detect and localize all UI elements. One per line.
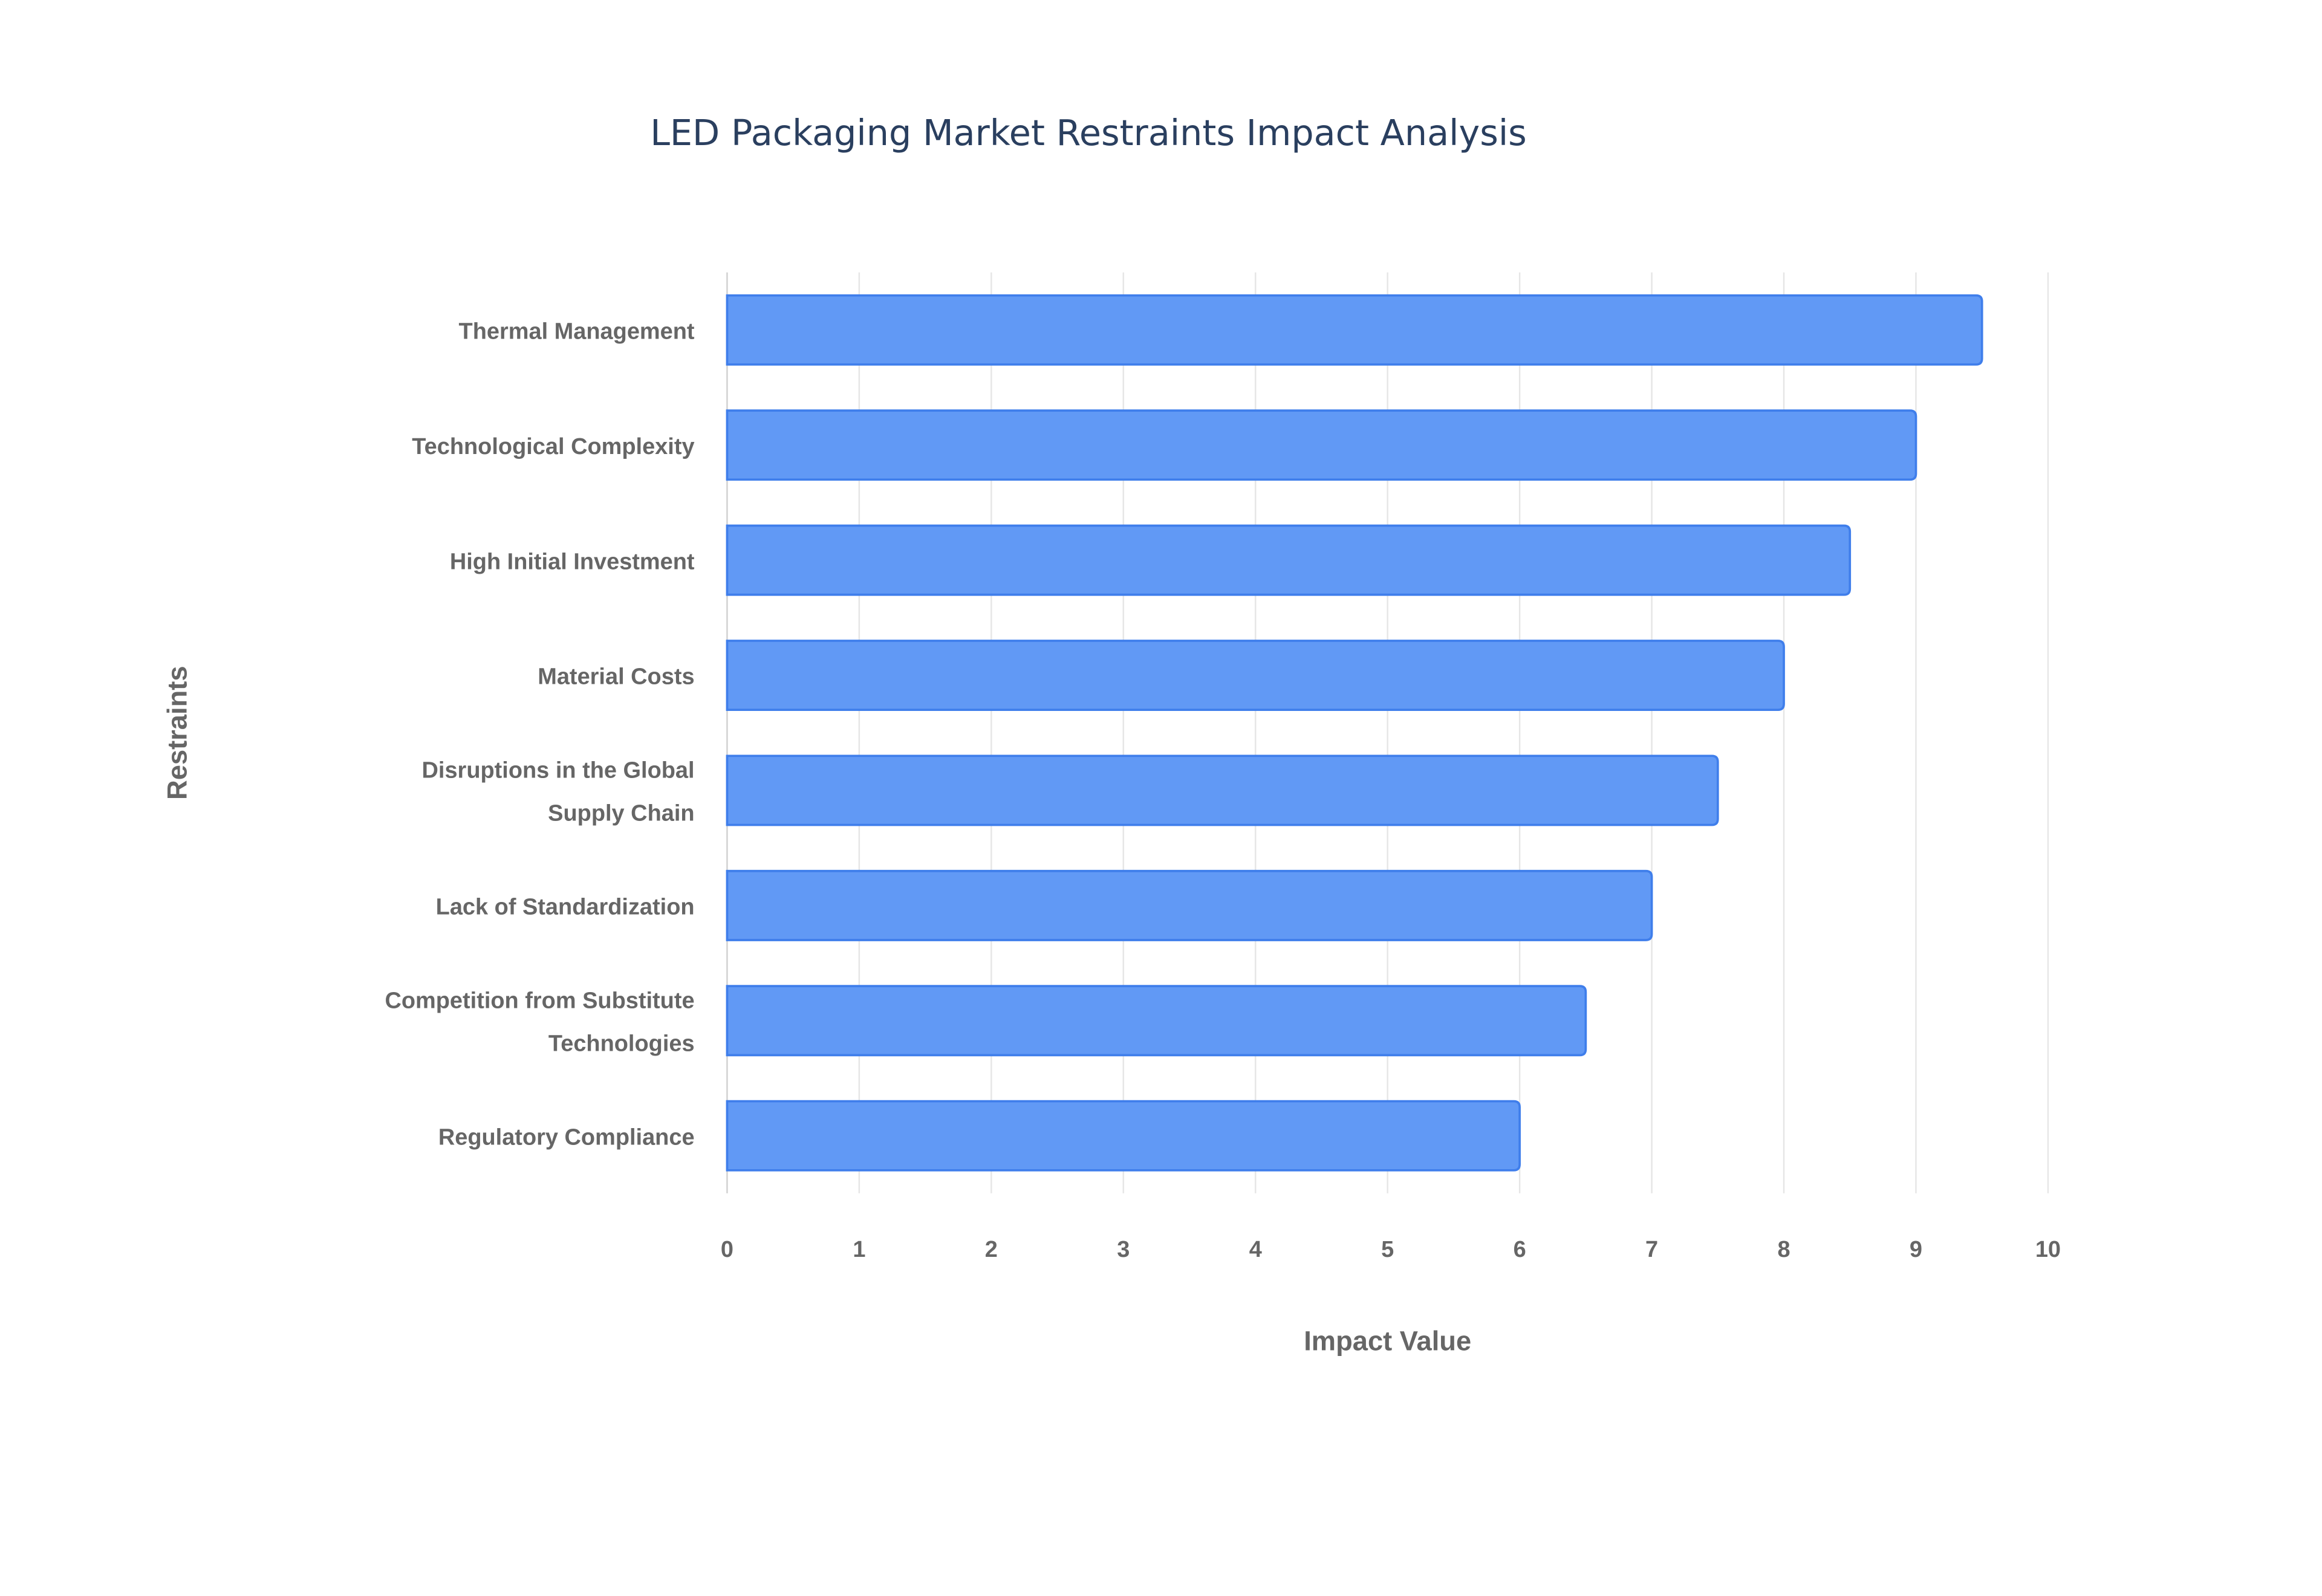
- category-label: Lack of Standardization: [436, 895, 695, 920]
- x-tick-label: 3: [1117, 1237, 1130, 1262]
- category-label: Technological Complexity: [412, 434, 694, 459]
- x-tick-label: 0: [721, 1237, 733, 1262]
- category-label: Disruptions in the Global: [422, 758, 695, 783]
- bar[interactable]: [726, 754, 1719, 826]
- x-tick-label: 8: [1777, 1237, 1790, 1262]
- bars: [726, 294, 1983, 1172]
- category-label: Supply Chain: [548, 801, 694, 826]
- category-label: Material Costs: [538, 664, 694, 690]
- category-label: Thermal Management: [459, 319, 695, 345]
- bar[interactable]: [726, 294, 1983, 366]
- x-tick-label: 2: [985, 1237, 998, 1262]
- bar[interactable]: [726, 409, 1917, 481]
- bar[interactable]: [726, 1100, 1521, 1172]
- y-axis-title: Restraints: [162, 666, 193, 800]
- category-label: Regulatory Compliance: [438, 1124, 695, 1150]
- x-tick-label: 4: [1249, 1237, 1262, 1262]
- category-label: Technologies: [548, 1031, 695, 1056]
- x-tick-labels: 0 1 2 3 4 5 6 7 8 9 10: [721, 1237, 2061, 1262]
- bar[interactable]: [726, 640, 1785, 711]
- x-tick-label: 10: [2035, 1237, 2061, 1262]
- category-label: Competition from Substitute: [385, 988, 694, 1013]
- category-label: High Initial Investment: [450, 549, 695, 574]
- x-tick-label: 6: [1514, 1237, 1526, 1262]
- bar[interactable]: [726, 869, 1653, 941]
- x-tick-label: 9: [1910, 1237, 1922, 1262]
- bar[interactable]: [726, 524, 1852, 596]
- x-axis-title: Impact Value: [1304, 1325, 1471, 1356]
- category-labels: Thermal Management Technological Complexi…: [385, 319, 694, 1150]
- bar[interactable]: [726, 985, 1587, 1057]
- x-tick-label: 1: [853, 1237, 865, 1262]
- chart-title: LED Packaging Market Restraints Impact A…: [650, 112, 1527, 154]
- x-tick-label: 7: [1645, 1237, 1658, 1262]
- x-tick-label: 5: [1381, 1237, 1394, 1262]
